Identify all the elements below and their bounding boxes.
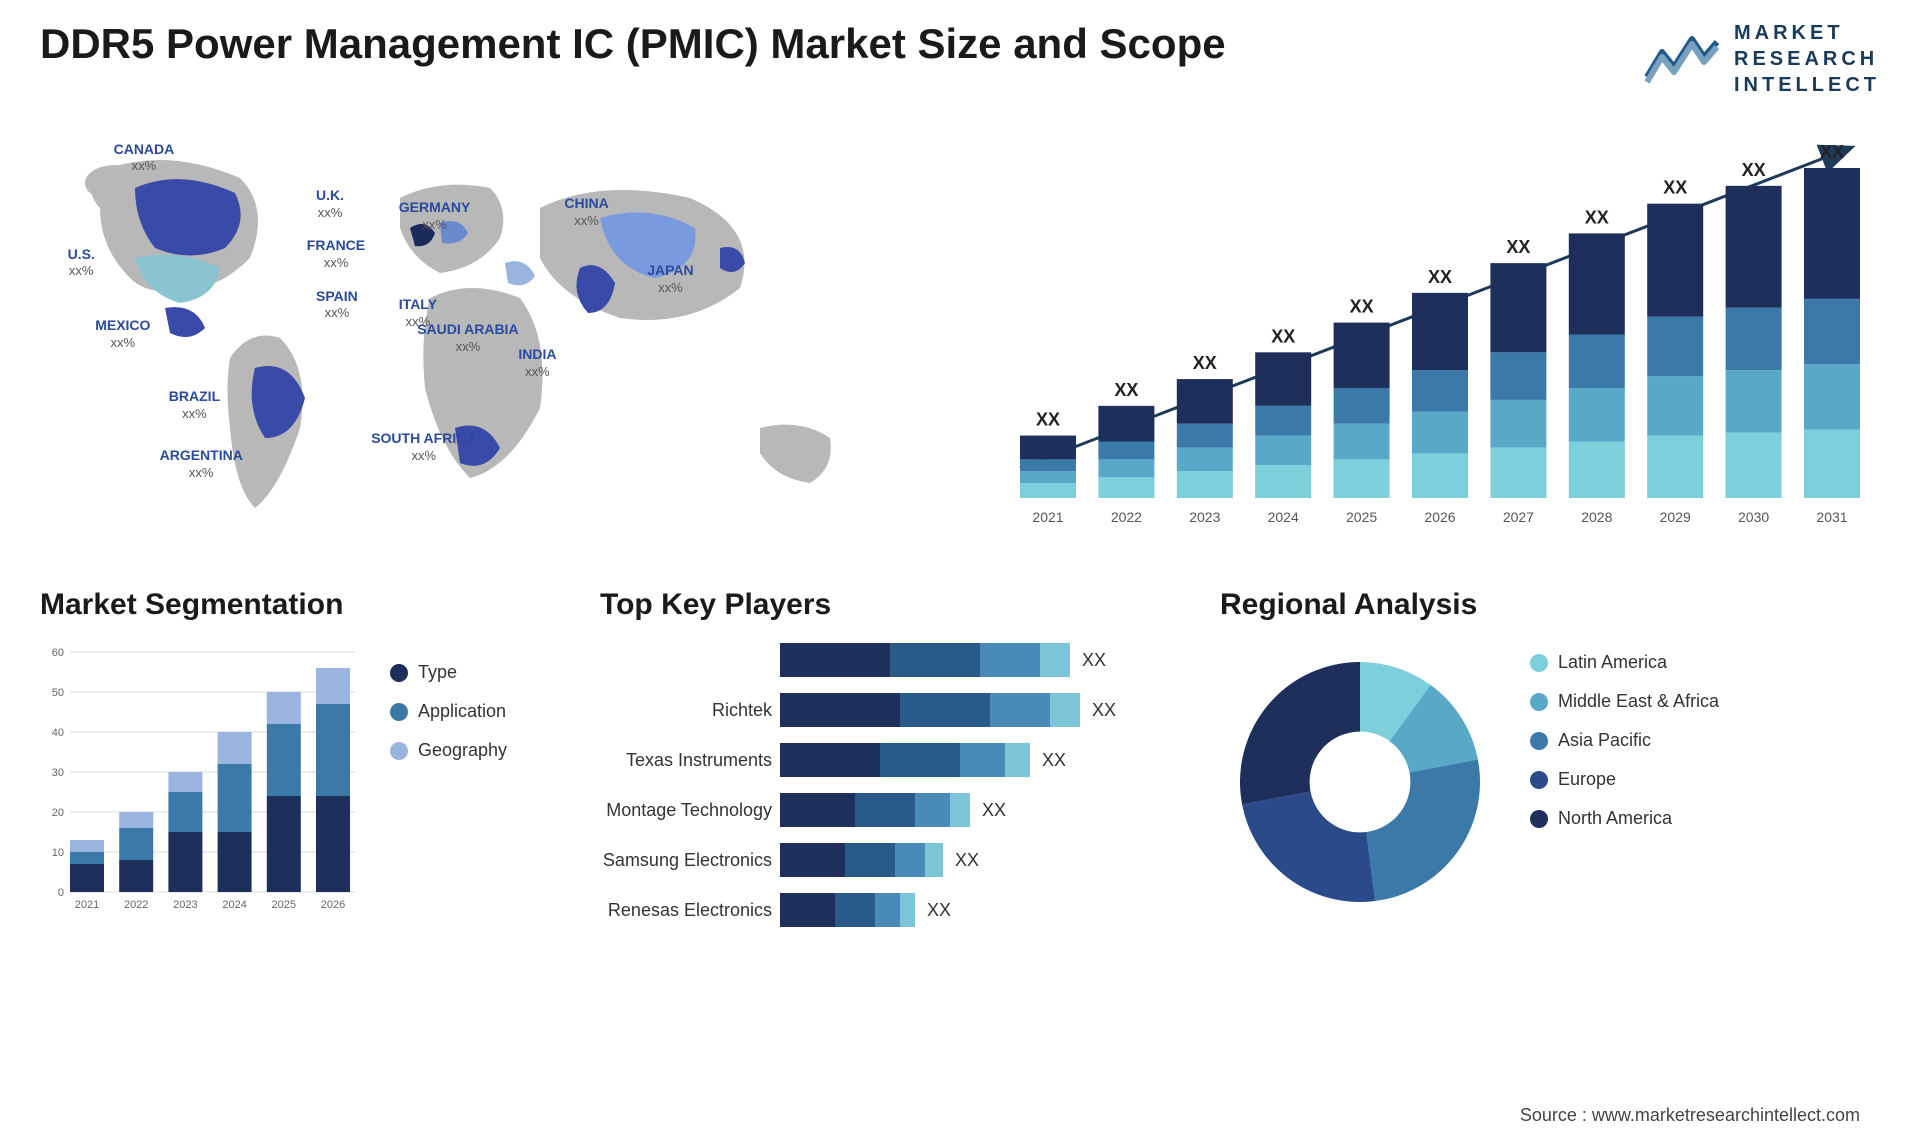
- key-player-label: Montage Technology: [600, 792, 772, 828]
- svg-text:XX: XX: [1663, 178, 1687, 198]
- key-player-label: Richtek: [600, 692, 772, 728]
- legend-item: Type: [390, 662, 540, 683]
- key-player-bar: XX: [780, 642, 1160, 678]
- regional-donut: [1220, 642, 1500, 922]
- key-player-bar: XX: [780, 742, 1160, 778]
- svg-text:2024: 2024: [222, 899, 246, 911]
- source-attribution: Source : www.marketresearchintellect.com: [1520, 1105, 1860, 1126]
- key-player-bar: XX: [780, 692, 1160, 728]
- segmentation-section: Market Segmentation 0 10 20 30 40 50 60 2021 202…: [40, 588, 540, 942]
- svg-text:2022: 2022: [124, 899, 148, 911]
- svg-text:40: 40: [52, 727, 64, 739]
- svg-text:2021: 2021: [1032, 509, 1063, 525]
- svg-text:XX: XX: [1193, 353, 1217, 373]
- regional-legend: Latin America Middle East & Africa Asia Pa…: [1530, 642, 1880, 922]
- legend-item: Asia Pacific: [1530, 730, 1880, 751]
- svg-text:XX: XX: [1820, 142, 1844, 162]
- map-label: CHINAxx%: [564, 195, 608, 229]
- segmentation-legend: Type Application Geography: [390, 642, 540, 922]
- svg-text:2026: 2026: [321, 899, 345, 911]
- key-player-label: Texas Instruments: [600, 742, 772, 778]
- logo-text: MARKET RESEARCH INTELLECT: [1734, 20, 1880, 98]
- segmentation-chart: 0 10 20 30 40 50 60 2021 2022 2023 2024 2025 2026: [40, 642, 360, 922]
- svg-text:2023: 2023: [173, 899, 197, 911]
- key-players-section: Top Key Players Richtek Texas Instruments…: [600, 588, 1160, 942]
- svg-text:20: 20: [52, 807, 64, 819]
- svg-text:2025: 2025: [1346, 509, 1377, 525]
- svg-text:2028: 2028: [1581, 509, 1612, 525]
- map-label: MEXICOxx%: [95, 317, 150, 351]
- key-players-title: Top Key Players: [600, 588, 1160, 622]
- svg-text:XX: XX: [1036, 410, 1060, 430]
- key-player-label: Samsung Electronics: [600, 842, 772, 878]
- svg-text:2021: 2021: [75, 899, 99, 911]
- svg-text:0: 0: [58, 887, 64, 899]
- map-label: GERMANYxx%: [399, 199, 471, 233]
- regional-section: Regional Analysis Latin America Middle Ea…: [1220, 588, 1880, 942]
- svg-text:XX: XX: [1585, 207, 1609, 227]
- svg-text:2025: 2025: [272, 899, 296, 911]
- map-label: SAUDI ARABIAxx%: [417, 321, 518, 355]
- key-player-label: Renesas Electronics: [600, 892, 772, 928]
- map-label: SOUTH AFRICAxx%: [371, 430, 476, 464]
- legend-item: Application: [390, 701, 540, 722]
- svg-text:30: 30: [52, 767, 64, 779]
- logo-icon: [1642, 27, 1722, 92]
- svg-text:10: 10: [52, 847, 64, 859]
- svg-text:XX: XX: [1428, 267, 1452, 287]
- growth-bar-chart: XX 2021 XX 2022 XX 2023 XX 2024 XX 2025 XX 2026 XX 20…: [1000, 128, 1880, 548]
- map-label: ARGENTINAxx%: [160, 447, 243, 481]
- svg-text:2026: 2026: [1424, 509, 1455, 525]
- svg-text:2027: 2027: [1503, 509, 1534, 525]
- regional-title: Regional Analysis: [1220, 588, 1880, 622]
- key-player-label: [600, 642, 772, 678]
- key-player-bar: XX: [780, 842, 1160, 878]
- svg-text:2022: 2022: [1111, 509, 1142, 525]
- page-title: DDR5 Power Management IC (PMIC) Market S…: [40, 20, 1226, 68]
- map-label: U.K.xx%: [316, 187, 344, 221]
- brand-logo: MARKET RESEARCH INTELLECT: [1642, 20, 1880, 98]
- world-map: CANADAxx% U.S.xx% MEXICOxx% BRAZILxx% ARGENT…: [40, 128, 960, 548]
- legend-item: Europe: [1530, 769, 1880, 790]
- svg-text:2023: 2023: [1189, 509, 1220, 525]
- map-label: INDIAxx%: [518, 346, 556, 380]
- map-label: SPAINxx%: [316, 288, 358, 322]
- map-label: JAPANxx%: [647, 262, 693, 296]
- svg-text:XX: XX: [1742, 160, 1766, 180]
- map-label: CANADAxx%: [114, 141, 175, 175]
- svg-text:2024: 2024: [1268, 509, 1299, 525]
- legend-item: Middle East & Africa: [1530, 691, 1880, 712]
- svg-text:XX: XX: [1271, 326, 1295, 346]
- legend-item: North America: [1530, 808, 1880, 829]
- legend-item: Latin America: [1530, 652, 1880, 673]
- map-label: U.S.xx%: [68, 246, 95, 280]
- map-label: BRAZILxx%: [169, 388, 220, 422]
- map-label: FRANCExx%: [307, 237, 365, 271]
- key-player-bar: XX: [780, 892, 1160, 928]
- svg-text:50: 50: [52, 687, 64, 699]
- svg-text:2031: 2031: [1816, 509, 1847, 525]
- svg-text:XX: XX: [1506, 237, 1530, 257]
- key-player-bar: XX: [780, 792, 1160, 828]
- segmentation-title: Market Segmentation: [40, 588, 540, 622]
- svg-text:2030: 2030: [1738, 509, 1769, 525]
- legend-item: Geography: [390, 740, 540, 761]
- svg-text:XX: XX: [1350, 297, 1374, 317]
- svg-text:XX: XX: [1114, 380, 1138, 400]
- svg-text:2029: 2029: [1660, 509, 1691, 525]
- svg-text:60: 60: [52, 647, 64, 659]
